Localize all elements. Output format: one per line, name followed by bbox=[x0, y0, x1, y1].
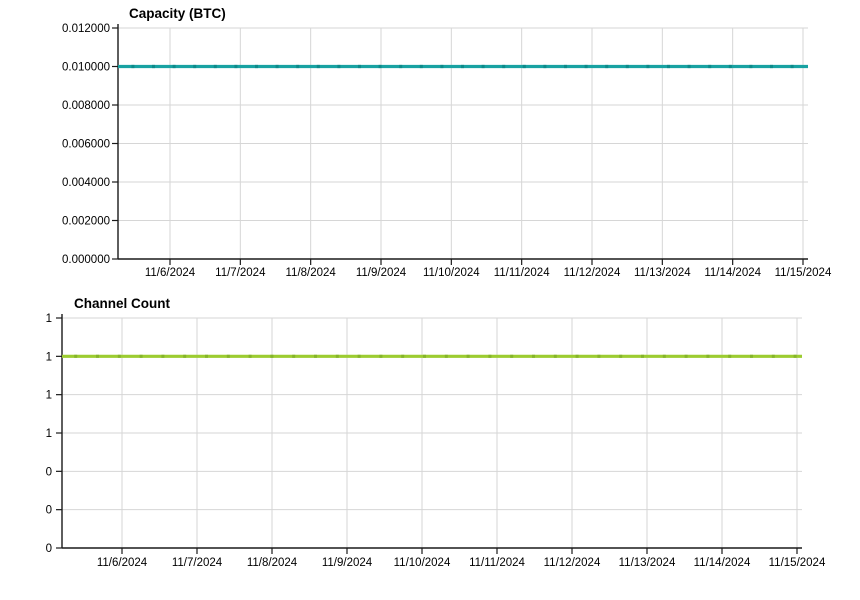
x-tick-label: 11/7/2024 bbox=[215, 267, 266, 279]
x-tick-label: 11/9/2024 bbox=[322, 557, 373, 569]
y-tick-label: 0.006000 bbox=[62, 139, 110, 151]
x-tick-label: 11/13/2024 bbox=[634, 267, 691, 279]
x-tick-label: 11/9/2024 bbox=[356, 267, 407, 279]
y-tick-label: 0.000000 bbox=[62, 254, 110, 266]
x-tick-label: 11/12/2024 bbox=[564, 267, 621, 279]
y-tick-label: 1 bbox=[46, 313, 52, 325]
x-tick-label: 11/7/2024 bbox=[172, 557, 223, 569]
x-tick-label: 11/8/2024 bbox=[247, 557, 298, 569]
y-tick-label: 0.008000 bbox=[62, 100, 110, 112]
x-tick-label: 11/15/2024 bbox=[769, 557, 826, 569]
x-tick-label: 11/6/2024 bbox=[97, 557, 148, 569]
channel-count-chart-title: Channel Count bbox=[74, 296, 170, 311]
capacity-chart-title: Capacity (BTC) bbox=[129, 6, 226, 21]
y-tick-label: 0 bbox=[46, 543, 52, 555]
y-tick-label: 0.012000 bbox=[62, 23, 110, 35]
x-tick-label: 11/11/2024 bbox=[469, 557, 525, 569]
y-tick-label: 0 bbox=[46, 505, 52, 517]
x-tick-label: 11/13/2024 bbox=[619, 557, 676, 569]
x-tick-label: 11/8/2024 bbox=[286, 267, 337, 279]
x-tick-label: 11/10/2024 bbox=[423, 267, 480, 279]
chart-area-capacity: 0.012000 0.010000 0.008000 0.006000 0.004000… bbox=[62, 23, 832, 279]
x-tick-label: 11/14/2024 bbox=[704, 267, 761, 279]
chart-area-channel-count: 1 1 1 1 0 0 0 11/6/2024 11/7/2024 11/8/2024 11/9/2… bbox=[46, 313, 826, 569]
x-tick-label: 11/6/2024 bbox=[145, 267, 196, 279]
y-tick-label: 0.010000 bbox=[62, 62, 110, 74]
y-tick-label: 0.004000 bbox=[62, 177, 110, 189]
y-tick-label: 1 bbox=[46, 428, 52, 440]
x-tick-label: 11/12/2024 bbox=[544, 557, 601, 569]
x-tick-label: 11/15/2024 bbox=[775, 267, 832, 279]
y-tick-label: 1 bbox=[46, 390, 52, 402]
y-tick-label: 0.002000 bbox=[62, 216, 110, 228]
y-tick-label: 1 bbox=[46, 351, 52, 363]
x-tick-label: 11/10/2024 bbox=[394, 557, 451, 569]
x-tick-label: 11/11/2024 bbox=[494, 267, 550, 279]
x-tick-label: 11/14/2024 bbox=[694, 557, 751, 569]
y-tick-label: 0 bbox=[46, 466, 52, 478]
